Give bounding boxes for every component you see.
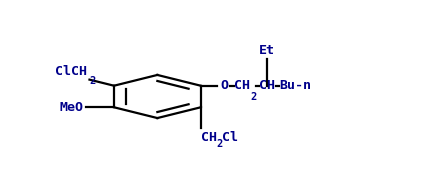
Text: O: O — [221, 79, 229, 92]
Text: Bu-n: Bu-n — [279, 79, 311, 92]
Text: ClCH: ClCH — [55, 65, 87, 78]
Text: 2: 2 — [250, 92, 257, 102]
Text: CH: CH — [201, 131, 217, 144]
Text: CH: CH — [259, 79, 275, 92]
Text: CH: CH — [234, 79, 250, 92]
Text: 2: 2 — [217, 139, 223, 149]
Text: 2: 2 — [90, 76, 96, 86]
Text: Cl: Cl — [223, 131, 239, 144]
Text: Et: Et — [259, 44, 275, 57]
Text: MeO: MeO — [60, 101, 83, 114]
